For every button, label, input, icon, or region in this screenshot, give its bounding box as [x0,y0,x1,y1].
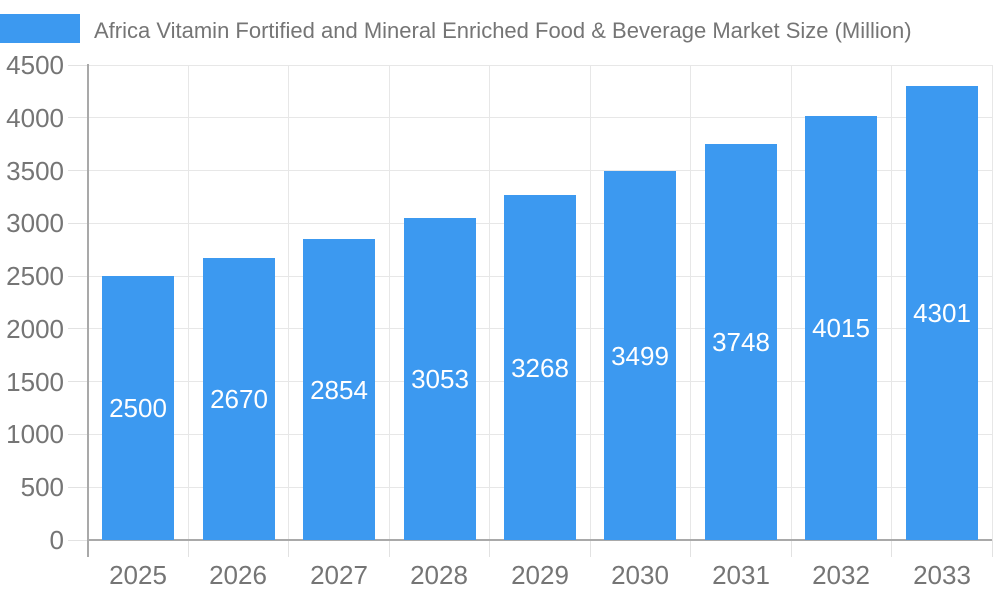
x-axis-tick [388,540,390,557]
x-axis-label: 2033 [913,560,971,590]
y-axis-label: 500 [20,472,64,503]
x-axis-tick [589,540,591,557]
x-gridline [991,65,993,540]
legend-swatch [0,14,80,43]
bar: 3268 [504,195,576,540]
x-axis-tick [489,540,491,557]
y-axis-tick [68,433,88,435]
y-axis-label: 3500 [6,155,64,186]
bar-value-label: 4301 [913,298,971,328]
y-gridline [88,64,992,66]
y-axis-tick [68,539,88,541]
y-axis-label: 3000 [6,208,64,239]
x-gridline [790,65,792,540]
x-gridline [589,65,591,540]
bar: 2500 [102,276,174,540]
y-axis-label: 1000 [6,419,64,450]
bar-value-label: 3748 [712,327,770,357]
bar: 3499 [604,171,676,540]
y-axis-tick [68,381,88,383]
y-axis-tick [68,64,88,66]
x-axis-tick [187,540,189,557]
x-gridline [288,65,290,540]
x-gridline [489,65,491,540]
x-gridline [388,65,390,540]
x-gridline [891,65,893,540]
x-axis-label: 2029 [511,560,569,590]
x-axis-label: 2027 [310,560,368,590]
x-axis-tick [991,540,993,557]
x-axis-tick [891,540,893,557]
y-gridline [88,117,992,119]
bar-value-label: 2854 [310,375,368,405]
y-axis-tick [68,170,88,172]
y-axis-tick [68,275,88,277]
bar-value-label: 3268 [511,353,569,383]
y-axis-label: 0 [49,525,64,555]
y-gridline [88,170,992,172]
bar: 4301 [906,86,978,540]
bar-value-label: 2500 [109,393,167,423]
bar: 4015 [805,116,877,540]
y-axis-tick [68,328,88,330]
x-gridline [187,65,189,540]
y-axis-tick [68,222,88,224]
bar-value-label: 3499 [611,341,669,371]
x-axis-label: 2031 [712,560,770,590]
y-axis-label: 2500 [6,261,64,292]
chart-title: Africa Vitamin Fortified and Mineral Enr… [94,18,912,43]
bar-value-label: 2670 [210,384,268,414]
bar: 2854 [303,239,375,540]
y-axis-label: 1500 [6,366,64,397]
x-axis-tick [288,540,290,557]
x-axis-tick [690,540,692,557]
x-gridline [690,65,692,540]
bar-value-label: 4015 [812,313,870,343]
y-axis-line [87,64,89,557]
bar: 3748 [705,144,777,540]
x-axis-label: 2026 [209,560,267,590]
y-axis-tick [68,486,88,488]
bar: 2670 [203,258,275,540]
y-axis-label: 4500 [6,50,64,80]
x-axis-label: 2025 [109,560,167,590]
bar-value-label: 3053 [411,364,469,394]
x-axis-label: 2030 [611,560,669,590]
y-axis-label: 2000 [6,313,64,344]
y-axis-tick [68,117,88,119]
x-axis-tick [790,540,792,557]
bar: 3053 [404,218,476,540]
x-axis-line [88,539,992,541]
x-axis-label: 2028 [410,560,468,590]
y-axis-label: 4000 [6,102,64,133]
x-axis-label: 2032 [812,560,870,590]
